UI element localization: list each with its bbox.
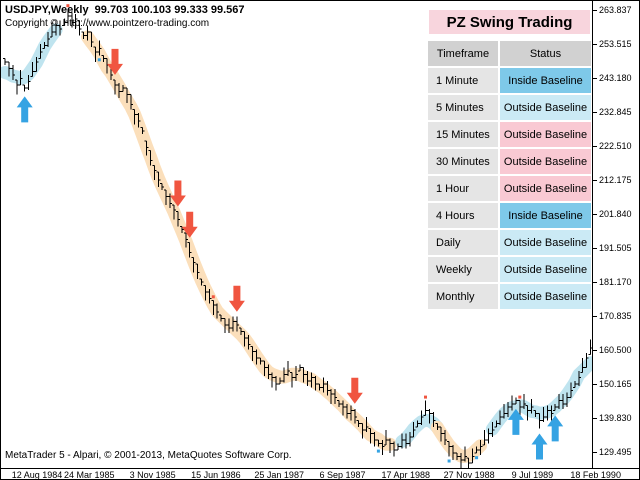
table-row-15-minutes: 15 Minutes Outside Baseline	[428, 122, 591, 147]
price-label: 243.180	[593, 72, 632, 83]
panel-table: Timeframe Status 1 Minute Inside Baselin…	[428, 41, 591, 309]
timeframe-label: 1 Minute	[428, 68, 498, 93]
panel-title: PZ Swing Trading	[428, 9, 591, 35]
red-signal-dot	[424, 395, 427, 399]
price-bars	[3, 9, 593, 473]
sell-arrow	[228, 285, 245, 312]
sell-arrow	[169, 180, 186, 207]
buy-arrow	[531, 433, 548, 460]
date-label: 24 Mar 1985	[64, 470, 115, 480]
timeframe-label: 4 Hours	[428, 203, 498, 228]
table-row-4-hours: 4 Hours Inside Baseline	[428, 203, 591, 228]
baseline-band-peach	[430, 420, 487, 463]
status-value: Outside Baseline	[500, 257, 591, 282]
timeframe-label: 1 Hour	[428, 176, 498, 201]
buy-arrow	[16, 96, 33, 123]
price-label: 253.515	[593, 38, 632, 49]
sell-arrow	[346, 377, 363, 404]
timeframe-label: 30 Minutes	[428, 149, 498, 174]
sell-arrow	[107, 48, 123, 75]
price-label: 232.845	[593, 106, 632, 117]
date-label: 3 Nov 1985	[129, 470, 176, 480]
date-label: 12 Aug 1984	[11, 470, 63, 480]
status-value: Outside Baseline	[500, 149, 591, 174]
date-label: 17 Apr 1988	[381, 470, 431, 480]
status-value: Inside Baseline	[500, 203, 591, 228]
chart-symbol-title: USDJPY,Weekly 99.703 100.103 99.333 99.5…	[5, 4, 245, 16]
platform-credit: MetaTrader 5 - Alpari, © 2001-2013, Meta…	[5, 450, 292, 461]
timeframe-label: Daily	[428, 230, 498, 255]
timeframe-label: Weekly	[428, 257, 498, 282]
date-label: 18 Feb 1990	[570, 470, 621, 480]
price-label: 222.510	[593, 140, 632, 151]
price-label: 139.830	[593, 412, 632, 423]
red-signal-dot	[518, 395, 522, 399]
blue-signal-dot	[376, 449, 380, 453]
timeframe-label: 15 Minutes	[428, 122, 498, 147]
timeframe-label: Monthly	[428, 284, 498, 309]
baseline-band-blue	[1, 23, 63, 85]
status-value: Outside Baseline	[500, 284, 591, 309]
table-row-weekly: Weekly Outside Baseline	[428, 257, 591, 282]
buy-arrow	[547, 415, 564, 442]
price-label: 263.837	[593, 4, 632, 15]
table-row-daily: Daily Outside Baseline	[428, 230, 591, 255]
status-value: Outside Baseline	[500, 95, 591, 120]
date-axis[interactable]: 12 Aug 1984 24 Mar 1985 3 Nov 1985 15 Jun 1…	[1, 468, 639, 480]
status-value: Inside Baseline	[500, 68, 591, 93]
table-row-1-hour: 1 Hour Outside Baseline	[428, 176, 591, 201]
date-label: 27 Nov 1988	[443, 470, 495, 480]
status-value: Outside Baseline	[500, 122, 591, 147]
price-label: 160.500	[593, 344, 632, 355]
status-value: Outside Baseline	[500, 230, 591, 255]
timeframe-label: 5 Minutes	[428, 95, 498, 120]
blue-signal-dot	[447, 459, 451, 463]
price-axis[interactable]: 263.837 253.515 243.180 232.845 222.510 212.1…	[592, 1, 639, 468]
blue-signal-dot	[475, 456, 479, 460]
red-signal-dot	[211, 295, 215, 299]
price-label: 212.175	[593, 174, 632, 185]
price-label: 201.840	[593, 208, 632, 219]
table-row-5-minutes: 5 Minutes Outside Baseline	[428, 95, 591, 120]
buy-arrow	[507, 408, 524, 435]
price-label: 191.505	[593, 242, 632, 253]
sell-arrow	[181, 211, 198, 238]
date-label: 6 Sep 1987	[319, 470, 366, 480]
price-label: 129.495	[593, 446, 632, 457]
column-header-timeframe: Timeframe	[428, 41, 498, 66]
column-header-status: Status	[500, 41, 591, 66]
table-row-monthly: Monthly Outside Baseline	[428, 284, 591, 309]
status-value: Outside Baseline	[500, 176, 591, 201]
table-row-1-minute: 1 Minute Inside Baseline	[428, 68, 591, 93]
table-row-30-minutes: 30 Minutes Outside Baseline	[428, 149, 591, 174]
price-label: 170.835	[593, 310, 632, 321]
price-label: 150.165	[593, 378, 632, 389]
date-label: 25 Jan 1987	[254, 470, 304, 480]
baseline-band-peach	[81, 30, 397, 451]
date-label: 9 Jul 1989	[511, 470, 554, 480]
red-signal-dot	[66, 4, 70, 8]
price-label: 181.170	[593, 276, 632, 287]
date-label: 15 Jun 1986	[191, 470, 241, 480]
baseline-band-blue	[485, 356, 598, 436]
table-header-row: Timeframe Status	[428, 41, 591, 66]
blue-signal-dot	[97, 58, 101, 62]
pz-swing-trading-panel: PZ Swing Trading Timeframe Status 1 Minu…	[428, 9, 591, 309]
indicator-copyright: Copyright ©, http://www.pointzero-tradin…	[5, 18, 210, 29]
